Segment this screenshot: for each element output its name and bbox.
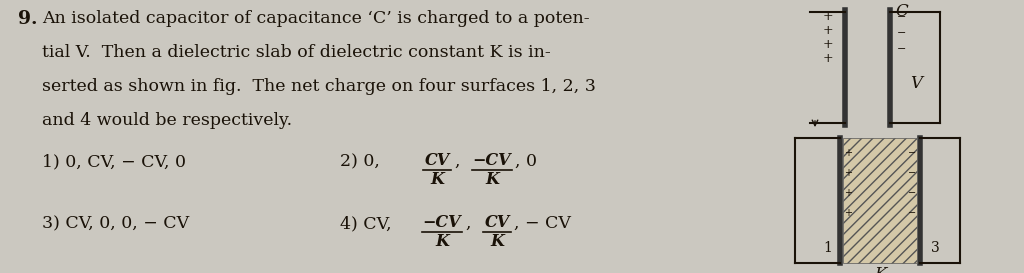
Text: +: +	[822, 10, 834, 23]
Bar	[843, 138, 918, 263]
Text: , − CV: , − CV	[514, 215, 570, 232]
Text: serted as shown in fig.  The net charge on four surfaces 1, 2, 3: serted as shown in fig. The net charge o…	[42, 78, 596, 95]
Text: tial V.  Then a dielectric slab of dielectric constant K is in-: tial V. Then a dielectric slab of dielec…	[42, 44, 551, 61]
Text: −: −	[908, 148, 916, 158]
Text: +: +	[822, 38, 834, 52]
Text: +: +	[822, 25, 834, 37]
Text: +: +	[844, 208, 852, 218]
Text: V: V	[910, 75, 922, 91]
Text: −: −	[897, 28, 906, 38]
Text: , 0: , 0	[515, 153, 537, 170]
Text: +: +	[844, 148, 852, 158]
Text: K: K	[490, 233, 504, 250]
Text: −: −	[908, 168, 916, 178]
Text: C: C	[895, 3, 907, 20]
Text: K: K	[873, 266, 886, 273]
Text: −: −	[897, 12, 906, 22]
Text: 9.: 9.	[18, 10, 38, 28]
Text: +: +	[844, 168, 852, 178]
Text: +: +	[844, 188, 852, 198]
Text: 1: 1	[823, 241, 833, 255]
Text: 2) 0,: 2) 0,	[340, 153, 385, 170]
Text: 3: 3	[931, 241, 939, 255]
Text: 3) CV, 0, 0, − CV: 3) CV, 0, 0, − CV	[42, 215, 189, 232]
Text: K: K	[485, 171, 499, 188]
Text: +: +	[822, 52, 834, 66]
Text: ,: ,	[454, 153, 460, 170]
Text: CV: CV	[484, 214, 510, 231]
Text: 4) CV,: 4) CV,	[340, 215, 397, 232]
Text: K: K	[435, 233, 449, 250]
Text: ,: ,	[465, 215, 470, 232]
Text: −CV: −CV	[423, 214, 461, 231]
Text: K: K	[430, 171, 444, 188]
Text: −CV: −CV	[473, 152, 511, 169]
Text: −: −	[908, 208, 916, 218]
Text: CV: CV	[424, 152, 450, 169]
Text: An isolated capacitor of capacitance ‘C’ is charged to a poten-: An isolated capacitor of capacitance ‘C’…	[42, 10, 590, 27]
Text: −: −	[897, 44, 906, 54]
Text: 1) 0, CV, − CV, 0: 1) 0, CV, − CV, 0	[42, 153, 186, 170]
Text: and 4 would be respectively.: and 4 would be respectively.	[42, 112, 292, 129]
Text: −: −	[908, 188, 916, 198]
